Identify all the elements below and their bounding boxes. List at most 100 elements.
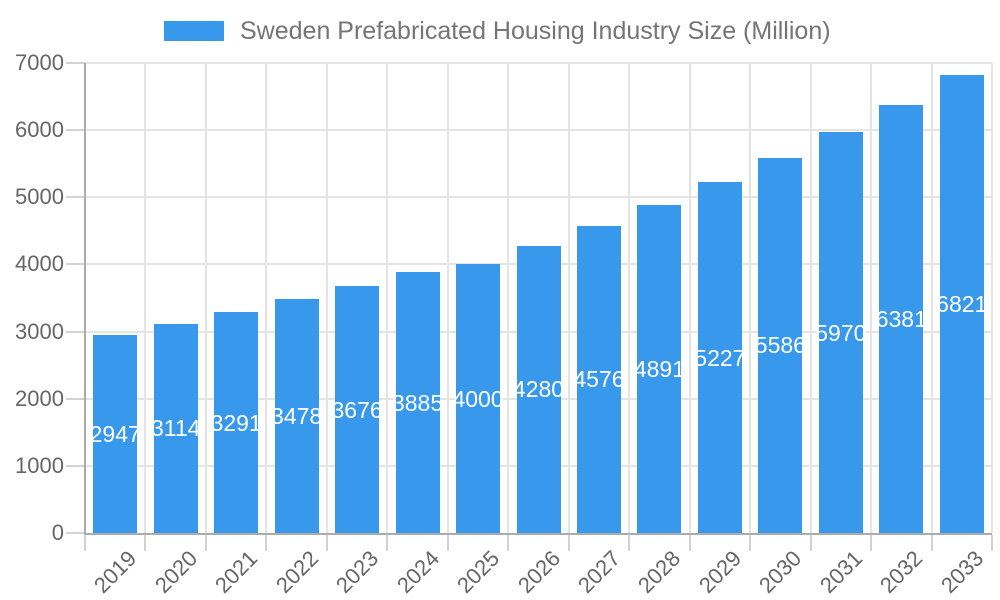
bar-value-label: 4280	[512, 376, 565, 403]
y-axis-line	[84, 63, 86, 533]
vertical-gridline	[265, 63, 268, 533]
vertical-gridline	[991, 63, 993, 533]
bar[interactable]	[274, 299, 319, 533]
legend-swatch[interactable]	[164, 21, 224, 41]
vertical-gridline	[809, 63, 812, 533]
bar-value-label: 4891	[633, 355, 686, 382]
bar[interactable]	[758, 157, 803, 533]
x-tick-label: 2032	[875, 545, 928, 598]
vertical-gridline	[446, 63, 449, 533]
x-axis-tick	[628, 535, 631, 551]
x-axis-tick	[204, 535, 207, 551]
y-axis-tick	[66, 532, 85, 534]
bar[interactable]	[818, 132, 863, 533]
y-tick-label: 5000	[15, 184, 64, 210]
bar[interactable]	[335, 286, 380, 533]
bar[interactable]	[93, 335, 138, 533]
vertical-gridline	[507, 63, 510, 533]
vertical-gridline	[930, 63, 933, 533]
bar-value-label: 5586	[754, 332, 806, 359]
bar-value-label: 3885	[391, 389, 444, 416]
x-tick-label: 2022	[270, 545, 323, 598]
y-axis-tick	[66, 330, 85, 333]
bar[interactable]	[939, 75, 984, 533]
bar[interactable]	[214, 312, 259, 533]
bar-value-label: 4576	[573, 366, 625, 393]
y-tick-label: 4000	[15, 251, 64, 277]
vertical-gridline	[628, 63, 631, 533]
x-axis-line	[84, 533, 992, 535]
x-tick-label: 2019	[89, 545, 142, 598]
y-tick-label: 2000	[15, 385, 64, 411]
bar-value-label: 6381	[875, 305, 927, 332]
x-axis-tick	[446, 535, 449, 551]
vertical-gridline	[386, 63, 389, 533]
y-axis-tick	[66, 464, 85, 467]
bar-value-label: 4000	[452, 385, 504, 412]
x-axis-tick	[749, 535, 752, 551]
horizontal-gridline	[85, 62, 992, 64]
x-tick-label: 2031	[814, 545, 868, 598]
x-axis-tick	[809, 535, 812, 551]
y-axis-tick	[66, 196, 85, 199]
x-tick-label: 2025	[452, 545, 505, 598]
bar[interactable]	[516, 245, 561, 533]
y-axis-tick	[66, 62, 85, 64]
horizontal-gridline	[85, 196, 992, 199]
bar-value-label: 3478	[271, 403, 323, 430]
bar-value-label: 6821	[936, 291, 988, 317]
x-tick-label: 2021	[210, 545, 263, 598]
x-tick-label: 2020	[149, 545, 202, 598]
x-axis-tick	[870, 535, 873, 551]
bar[interactable]	[697, 182, 742, 533]
bar[interactable]	[456, 264, 501, 533]
y-axis-tick	[66, 263, 85, 266]
y-tick-label: 6000	[15, 117, 64, 143]
x-tick-label: 2023	[331, 545, 384, 598]
x-tick-label: 2029	[693, 545, 747, 598]
x-axis-tick	[930, 535, 933, 551]
y-tick-label: 1000	[15, 452, 64, 478]
vertical-gridline	[688, 63, 691, 533]
y-tick-label: 0	[51, 520, 64, 545]
bar[interactable]	[395, 272, 440, 533]
bar-value-label: 3676	[331, 396, 383, 423]
bar-value-label: 5970	[815, 319, 867, 346]
y-axis-tick	[66, 129, 85, 132]
x-axis-tick	[688, 535, 691, 551]
vertical-gridline	[870, 63, 873, 533]
y-tick-label: 7000	[15, 50, 64, 75]
vertical-gridline	[144, 63, 147, 533]
x-axis-tick	[84, 535, 86, 551]
bar-value-label: 3291	[210, 409, 262, 436]
x-tick-label: 2024	[391, 545, 444, 598]
x-axis-tick	[325, 535, 328, 551]
x-axis-tick	[991, 535, 993, 551]
vertical-gridline	[567, 63, 570, 533]
x-axis-tick	[265, 535, 268, 551]
vertical-gridline	[204, 63, 207, 533]
bar-value-label: 3114	[150, 415, 201, 442]
x-tick-label: 2027	[572, 545, 626, 598]
vertical-gridline	[749, 63, 752, 533]
x-axis-tick	[567, 535, 570, 551]
chart-title[interactable]: Sweden Prefabricated Housing Industry Si…	[240, 17, 831, 45]
x-axis-tick	[144, 535, 147, 551]
y-axis-tick	[66, 397, 85, 400]
bar-value-label: 2947	[89, 421, 141, 448]
bar[interactable]	[637, 204, 682, 533]
horizontal-gridline	[85, 129, 992, 132]
x-tick-label: 2026	[512, 545, 565, 598]
vertical-gridline	[325, 63, 328, 533]
bar[interactable]	[879, 104, 924, 533]
x-tick-label: 2028	[633, 545, 686, 598]
bar[interactable]	[153, 323, 198, 533]
x-axis-tick	[507, 535, 510, 551]
x-tick-label: 2033	[935, 545, 989, 598]
x-tick-label: 2030	[754, 545, 807, 598]
x-axis-tick	[386, 535, 389, 551]
bar-value-label: 5227	[694, 344, 746, 371]
y-tick-label: 3000	[15, 318, 64, 344]
bar[interactable]	[576, 225, 621, 533]
